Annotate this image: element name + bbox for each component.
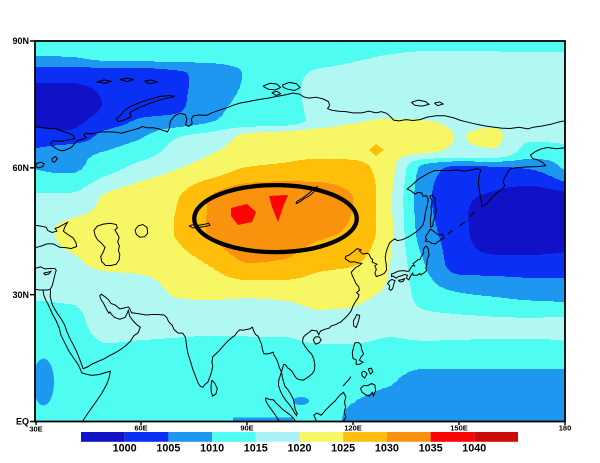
svg-text:1010: 1010 [200, 442, 224, 454]
svg-text:1025: 1025 [331, 442, 355, 454]
svg-text:1015: 1015 [244, 442, 268, 454]
svg-text:90E: 90E [240, 424, 253, 433]
svg-text:180: 180 [559, 424, 572, 433]
svg-text:1020: 1020 [287, 442, 311, 454]
svg-text:1005: 1005 [156, 442, 180, 454]
svg-text:1035: 1035 [419, 442, 443, 454]
svg-text:150E: 150E [450, 424, 468, 433]
svg-text:1040: 1040 [462, 442, 486, 454]
svg-text:60N: 60N [12, 163, 29, 173]
svg-text:120E: 120E [344, 424, 362, 433]
svg-text:EQ: EQ [16, 417, 29, 427]
svg-text:90N: 90N [12, 36, 29, 46]
svg-text:30E: 30E [29, 425, 42, 434]
svg-text:1000: 1000 [113, 442, 137, 454]
svg-text:60E: 60E [134, 424, 147, 433]
svg-text:30N: 30N [12, 290, 29, 300]
svg-text:1030: 1030 [375, 442, 399, 454]
